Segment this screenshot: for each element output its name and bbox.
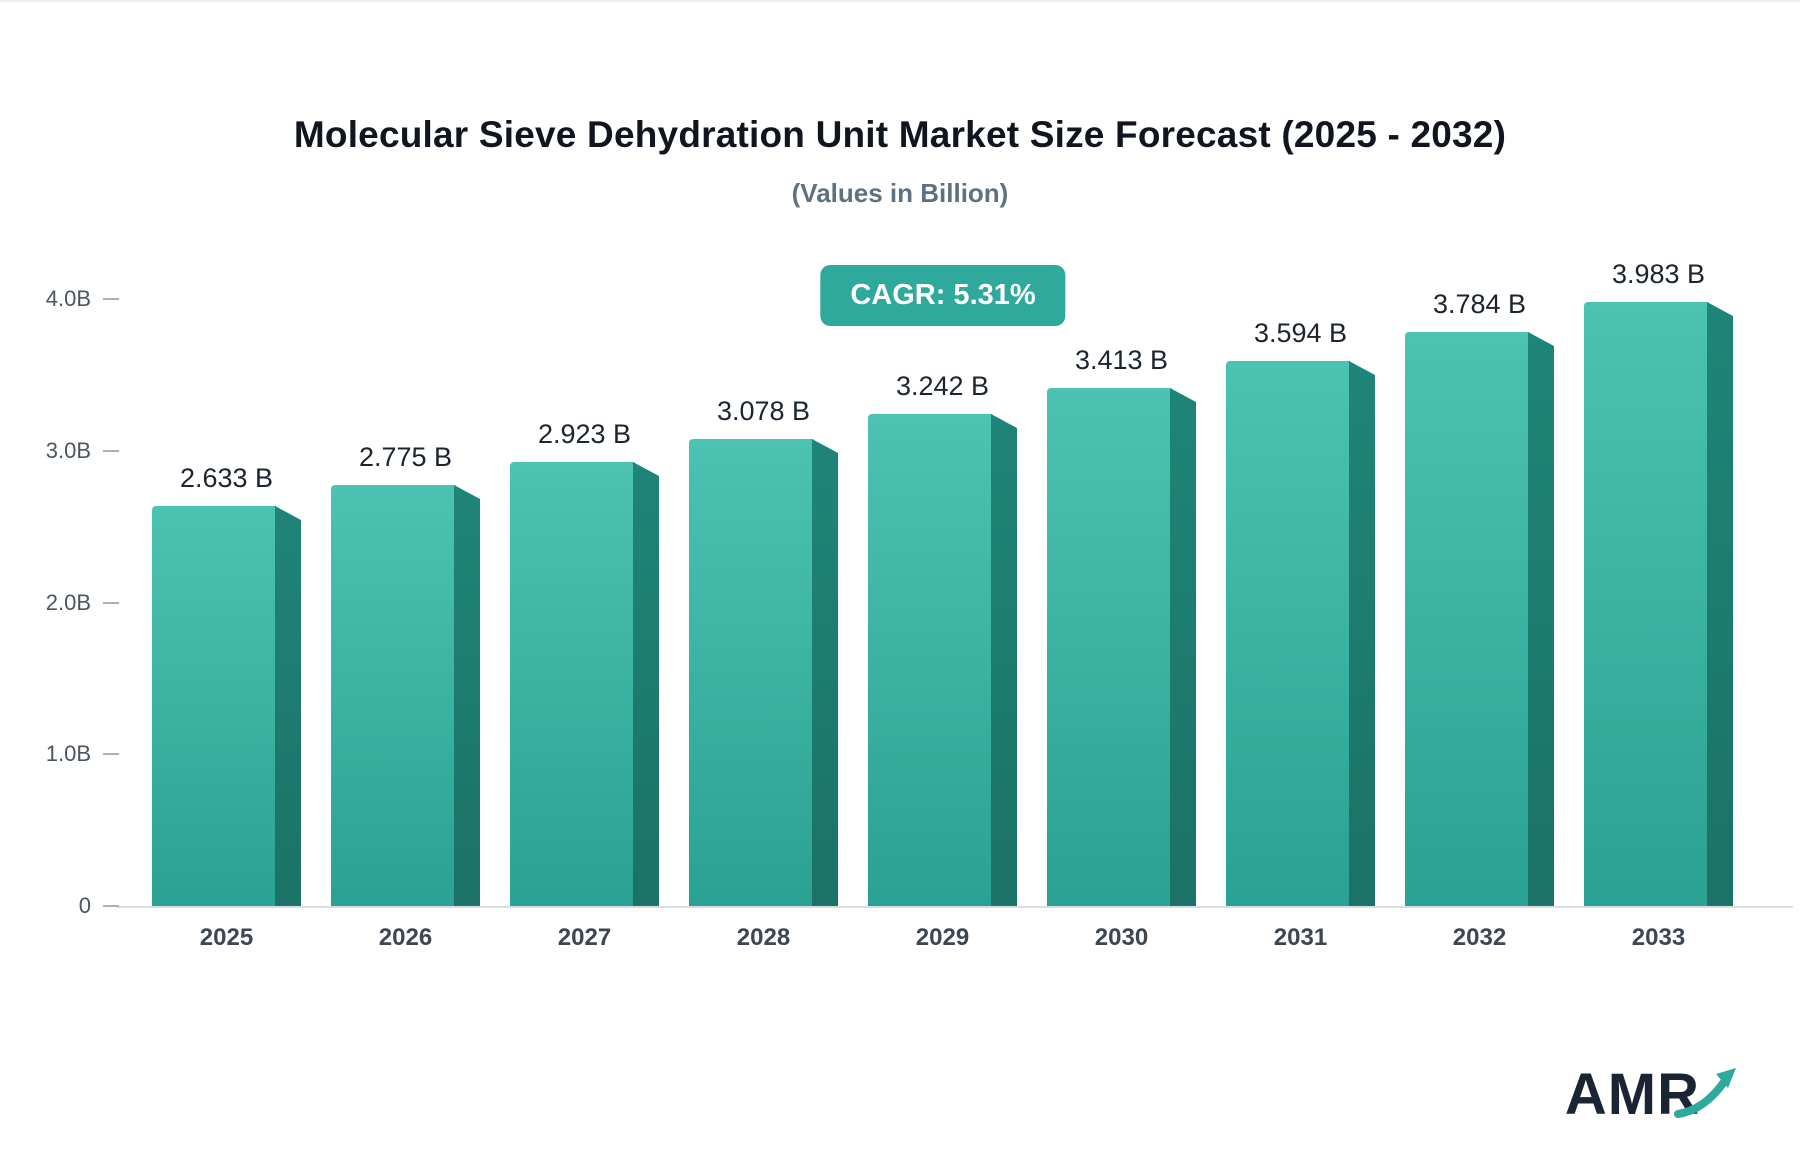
bar-face [1584,302,1709,906]
bar-face [689,439,814,906]
bar-face [510,462,635,906]
y-tick-mark [103,753,119,756]
x-axis-label: 2032 [1452,924,1507,951]
bar: 3.784 B [1405,289,1554,906]
bar-value-label: 3.983 B [1611,259,1706,289]
bar-value-label: 3.413 B [1074,345,1169,375]
y-tick-label: 2.0B [45,589,91,615]
bar-face [1226,361,1351,906]
bar: 3.983 B [1584,259,1733,906]
x-axis-label: 2030 [1094,924,1149,951]
chart-title: Molecular Sieve Dehydration Unit Market … [293,114,1507,155]
brand-logo: AMR [1565,1061,1738,1128]
x-axis-label: 2025 [199,924,254,951]
bar: 2.633 B [152,463,301,906]
bar: 3.242 B [868,371,1017,906]
bar-value-label: 3.594 B [1253,318,1348,348]
bar-value-label: 3.078 B [716,396,811,426]
x-axis-label: 2029 [915,924,970,951]
y-tick-label: 0 [78,893,91,918]
bar-value-label: 2.923 B [537,419,632,449]
bar: 3.413 B [1047,345,1196,906]
cagr-badge: CAGR: 5.31% [820,265,1066,326]
x-axis-label: 2027 [557,924,612,951]
bar: 3.594 B [1226,318,1375,906]
bar-face [1047,388,1172,906]
bar-face [331,485,456,906]
bar-face [868,414,993,906]
x-axis-label: 2026 [378,924,433,951]
x-axis-line [117,906,1793,908]
bar-side-3d [1349,361,1375,906]
chart-subtitle: (Values in Billion) [791,178,1009,208]
bar-face [152,506,277,906]
bar-side-3d [1707,302,1733,906]
bar-side-3d [275,506,301,906]
bar-side-3d [1170,388,1196,906]
x-axis-label: 2033 [1631,924,1686,951]
plot-area: 2.633 B 2025 2.775 B 2026 2.923 B 2027 3.078 B… [123,259,1793,951]
x-axis-label: 2028 [736,924,791,951]
bar-side-3d [1528,332,1554,906]
bar-side-3d [812,439,838,906]
bar-value-label: 3.242 B [895,371,990,401]
bar: 2.775 B [331,442,480,906]
x-axis-label: 2031 [1273,924,1328,951]
trending-up-arrow-icon [1674,1067,1736,1118]
bar-value-label: 3.784 B [1432,289,1527,319]
bar-side-3d [991,414,1017,906]
bar-side-3d [633,462,659,906]
bar-side-3d [454,485,480,906]
bar: 3.078 B [689,396,838,906]
bar-face [1405,332,1530,906]
y-tick-mark [103,449,119,452]
y-tick-mark [103,298,119,300]
y-tick-label: 1.0B [45,741,91,767]
y-tick-mark [103,601,119,604]
bar: 2.923 B [510,419,659,906]
y-tick-label: 3.0B [45,437,91,463]
y-tick-label: 4.0B [45,286,91,311]
bar-value-label: 2.633 B [179,463,274,493]
bar-value-label: 2.775 B [358,442,453,472]
y-tick-mark [103,905,119,907]
